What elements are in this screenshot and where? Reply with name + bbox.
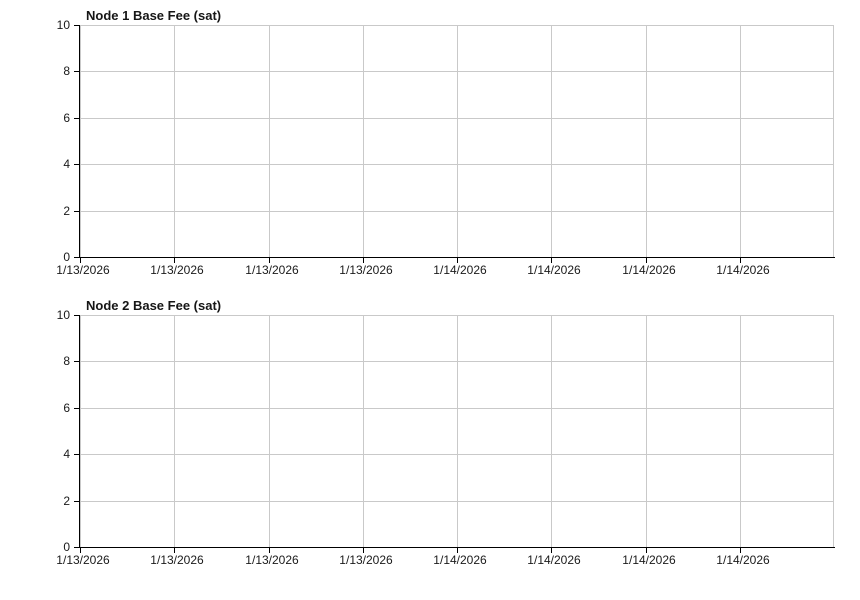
x-tick-mark [363, 548, 364, 553]
x-axis-tick-label: 1/13/2026 [339, 553, 393, 567]
gridline-vertical [80, 315, 81, 547]
gridline-vertical [269, 315, 270, 547]
x-tick-mark [269, 548, 270, 553]
y-axis-tick-label-wrap: 10 [0, 309, 70, 321]
x-tick-mark [80, 258, 81, 263]
x-tick-mark [740, 548, 741, 553]
y-axis-tick-label: 10 [56, 308, 70, 322]
gridline-vertical [646, 25, 647, 257]
y-tick-mark [74, 361, 79, 362]
y-axis-tick-label: 6 [63, 111, 70, 125]
y-axis-tick-label: 6 [63, 401, 70, 415]
y-axis-tick-label: 4 [63, 447, 70, 461]
x-tick-mark [551, 258, 552, 263]
gridline-vertical [363, 315, 364, 547]
y-tick-mark [74, 71, 79, 72]
y-axis-tick-label-wrap: 6 [0, 402, 70, 414]
x-tick-mark [174, 258, 175, 263]
x-tick-mark [457, 258, 458, 263]
y-axis-tick-label: 0 [63, 540, 70, 554]
chart-panel-node-1: Node 1 Base Fee (sat) 0 2 4 6 8 10 1/13/2026 1/1… [0, 0, 860, 290]
x-tick-mark [551, 548, 552, 553]
y-tick-mark [74, 164, 79, 165]
y-axis-tick-label-wrap: 2 [0, 205, 70, 217]
y-axis-tick-label: 2 [63, 204, 70, 218]
x-axis-tick-label: 1/14/2026 [433, 553, 487, 567]
y-axis-tick-label-wrap: 0 [0, 251, 70, 263]
y-axis-tick-label-wrap: 4 [0, 158, 70, 170]
gridline-vertical [80, 25, 81, 257]
y-tick-mark [74, 257, 79, 258]
gridline-vertical [740, 25, 741, 257]
x-axis-tick-label: 1/14/2026 [527, 263, 581, 277]
y-axis-tick-label-wrap: 8 [0, 65, 70, 77]
x-axis-tick-label: 1/13/2026 [56, 553, 110, 567]
x-tick-mark [646, 548, 647, 553]
gridline-vertical [833, 25, 834, 257]
gridline-vertical [457, 25, 458, 257]
gridline-vertical [551, 25, 552, 257]
chart-title-node-2: Node 2 Base Fee (sat) [86, 298, 222, 313]
x-axis-tick-label: 1/14/2026 [527, 553, 581, 567]
y-axis-tick-label-wrap: 10 [0, 19, 70, 31]
chart-panel-node-2: Node 2 Base Fee (sat) 0 2 4 6 8 10 1/13/2026 1/1… [0, 290, 860, 580]
y-tick-mark [74, 547, 79, 548]
y-axis-tick-label: 4 [63, 157, 70, 171]
x-axis-line [79, 257, 835, 258]
y-tick-mark [74, 454, 79, 455]
x-tick-mark [457, 548, 458, 553]
gridline-vertical [363, 25, 364, 257]
y-tick-mark [74, 118, 79, 119]
y-tick-mark [74, 408, 79, 409]
x-axis-tick-label: 1/13/2026 [56, 263, 110, 277]
x-axis-tick-label: 1/13/2026 [150, 553, 204, 567]
y-axis-line [79, 315, 80, 548]
x-axis-line [79, 547, 835, 548]
y-tick-mark [74, 501, 79, 502]
x-axis-tick-label: 1/14/2026 [716, 263, 770, 277]
y-axis-tick-label-wrap: 6 [0, 112, 70, 124]
y-axis-tick-label-wrap: 2 [0, 495, 70, 507]
x-axis-tick-label: 1/13/2026 [150, 263, 204, 277]
x-axis-tick-label: 1/13/2026 [339, 263, 393, 277]
gridline-vertical [457, 315, 458, 547]
x-axis-tick-label: 1/14/2026 [716, 553, 770, 567]
x-tick-mark [363, 258, 364, 263]
plot-area-node-2 [80, 315, 834, 547]
gridline-vertical [833, 315, 834, 547]
chart-title-node-1: Node 1 Base Fee (sat) [86, 8, 222, 23]
gridline-vertical [269, 25, 270, 257]
y-axis-tick-label-wrap: 0 [0, 541, 70, 553]
y-axis-tick-label: 2 [63, 494, 70, 508]
gridline-vertical [174, 315, 175, 547]
gridline-vertical [740, 315, 741, 547]
x-axis-tick-label: 1/14/2026 [622, 263, 676, 277]
x-axis-tick-label: 1/13/2026 [245, 553, 299, 567]
x-axis-tick-label: 1/14/2026 [622, 553, 676, 567]
gridline-vertical [551, 315, 552, 547]
x-axis-tick-label: 1/13/2026 [245, 263, 299, 277]
x-axis-tick-label: 1/14/2026 [433, 263, 487, 277]
y-tick-mark [74, 211, 79, 212]
y-axis-tick-label: 10 [56, 18, 70, 32]
y-axis-line [79, 25, 80, 258]
y-axis-tick-label: 8 [63, 354, 70, 368]
x-tick-mark [269, 258, 270, 263]
y-tick-mark [74, 315, 79, 316]
y-axis-tick-label: 8 [63, 64, 70, 78]
plot-area-node-1 [80, 25, 834, 257]
y-axis-tick-label: 0 [63, 250, 70, 264]
x-tick-mark [646, 258, 647, 263]
y-tick-mark [74, 25, 79, 26]
y-axis-tick-label-wrap: 4 [0, 448, 70, 460]
x-tick-mark [740, 258, 741, 263]
x-tick-mark [80, 548, 81, 553]
gridline-vertical [646, 315, 647, 547]
x-tick-mark [174, 548, 175, 553]
y-axis-tick-label-wrap: 8 [0, 355, 70, 367]
gridline-vertical [174, 25, 175, 257]
